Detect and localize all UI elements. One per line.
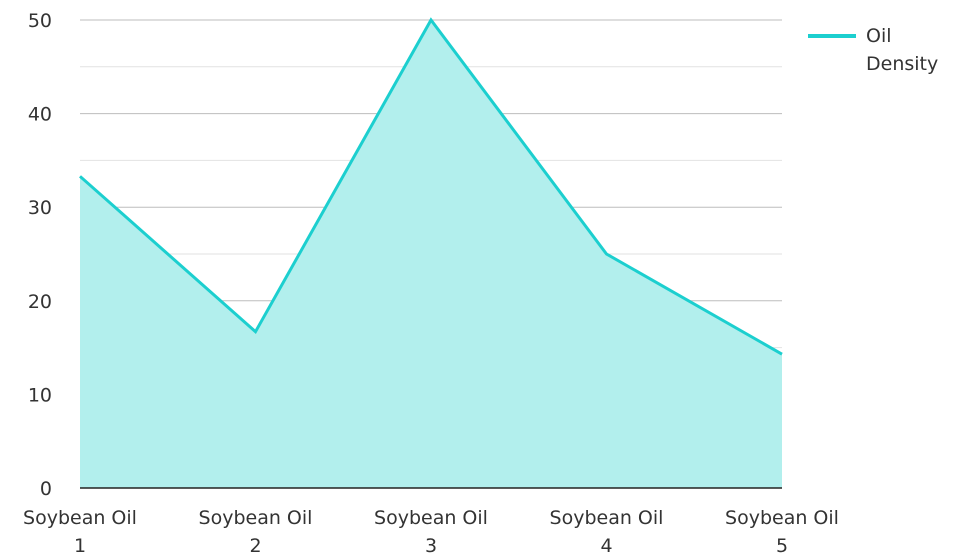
y-tick-label: 50 — [28, 10, 52, 32]
y-tick-label: 30 — [28, 197, 52, 219]
x-tick-label: Soybean Oil 2 — [199, 507, 313, 557]
y-tick-label: 40 — [28, 104, 52, 126]
axes: 0 10 20 30 40 50 Soybean Oil 1 Soybean Oil 2 Soybe… — [23, 10, 839, 557]
y-tick-label: 0 — [40, 478, 52, 500]
legend: Oil Density — [808, 25, 938, 75]
legend-label: Oil Density — [866, 25, 938, 75]
series-line — [79, 17, 783, 356]
y-tick-label: 20 — [28, 291, 52, 313]
x-tick-label: Soybean Oil 1 — [23, 507, 137, 557]
y-tick-label: 10 — [28, 384, 52, 406]
x-tick-label: Soybean Oil 4 — [550, 507, 664, 557]
series-area-fill — [80, 20, 782, 488]
x-tick-label: Soybean Oil 5 — [725, 507, 839, 557]
x-tick-label: Soybean Oil 3 — [374, 507, 488, 557]
plot-area — [79, 17, 783, 488]
